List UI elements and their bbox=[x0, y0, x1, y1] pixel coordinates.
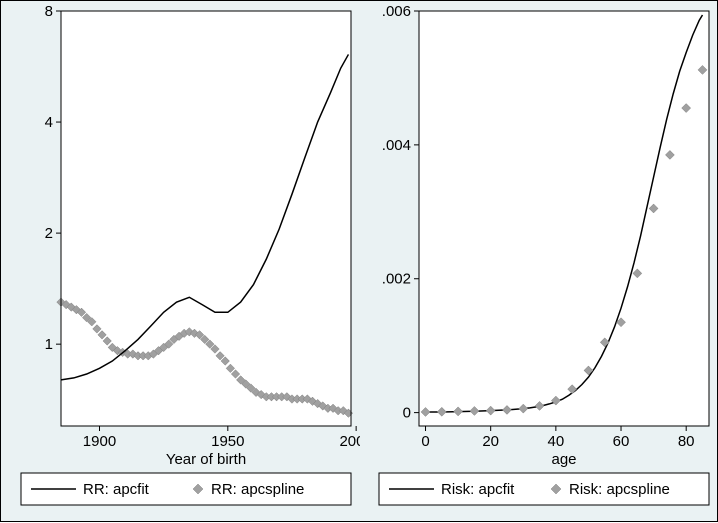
left_chart-xtick-label: 1950 bbox=[211, 433, 244, 450]
right_chart-ytick-label: .002 bbox=[382, 271, 411, 288]
left_chart-xtick-label: 1900 bbox=[83, 433, 116, 450]
right_chart-xtick-label: 80 bbox=[678, 433, 695, 450]
left_chart-ytick-label: 2 bbox=[45, 225, 53, 242]
left-chart-svg: 1 2 4 8 1900 1950 2000 Year of birth RR: apcfit R… bbox=[1, 1, 360, 523]
right_chart-xlabel: age bbox=[551, 451, 576, 468]
left_chart-xtick-label: 2000 bbox=[339, 433, 360, 450]
right_chart-ytick-label: 0 bbox=[403, 405, 411, 422]
left_chart-xlabel: Year of birth bbox=[166, 451, 246, 468]
right_chart-legend-label-0: Risk: apcfit bbox=[441, 481, 515, 498]
left_chart-ytick-label: 4 bbox=[45, 114, 53, 131]
right_chart-xtick-label: 40 bbox=[548, 433, 565, 450]
left_chart-ytick-label: 8 bbox=[45, 3, 53, 20]
right_chart-xtick-label: 20 bbox=[482, 433, 499, 450]
left-panel: 1 2 4 8 1900 1950 2000 Year of birth RR: apcfit R… bbox=[1, 1, 359, 521]
right_chart-xtick-label: 0 bbox=[421, 433, 429, 450]
left_chart-legend-label-0: RR: apcfit bbox=[83, 481, 150, 498]
right_chart-plot-bg bbox=[419, 11, 709, 426]
panel-row: 1248190019502000Year of birthRR: apcfitR… bbox=[1, 1, 717, 521]
right_chart-legend-label-1: Risk: apcspline bbox=[569, 481, 670, 498]
right_chart-ytick-label: .004 bbox=[382, 137, 411, 154]
right_chart-xtick-label: 60 bbox=[613, 433, 630, 450]
right_chart-ytick-label: .006 bbox=[382, 3, 411, 20]
stata-two-panel-figure: 1248190019502000Year of birthRR: apcfitR… bbox=[0, 0, 718, 522]
left_chart-ytick-label: 1 bbox=[45, 336, 53, 353]
left_chart-legend-label-1: RR: apcspline bbox=[211, 481, 304, 498]
right-panel: 0 .002 .004 .006 0 20 40 60 80 age Risk: apcfit Ris… bbox=[359, 1, 717, 521]
right-chart-svg: 0 .002 .004 .006 0 20 40 60 80 age Risk: apcfit Ris… bbox=[359, 1, 718, 523]
left_chart-plot-bg bbox=[61, 11, 351, 426]
